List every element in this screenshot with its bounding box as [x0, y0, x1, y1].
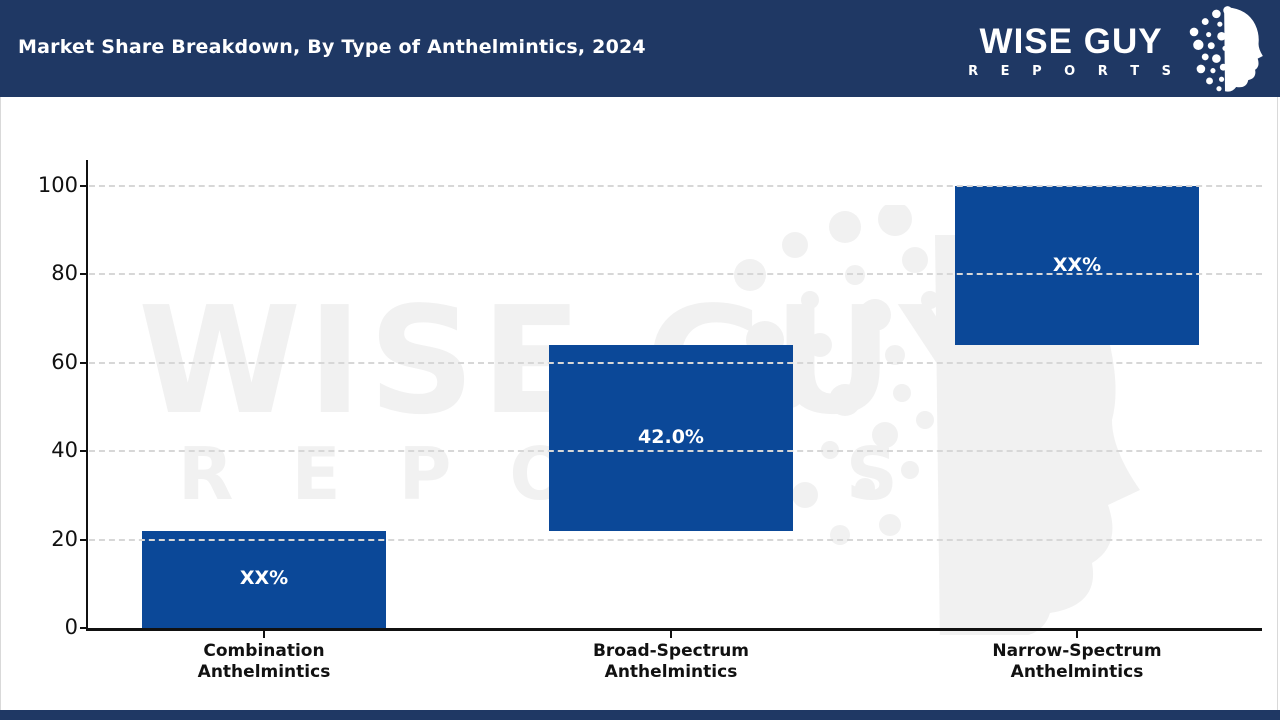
brand-head-icon: [1189, 6, 1263, 92]
page-title: Market Share Breakdown, By Type of Anthe…: [18, 36, 646, 58]
y-tick-mark: [80, 185, 88, 187]
y-tick-mark: [80, 273, 88, 276]
brand-subname: R E P O R T S: [968, 64, 1180, 79]
x-tick-mark: [670, 631, 672, 638]
y-tick-label: 80: [51, 261, 78, 286]
x-tick-mark: [263, 631, 265, 638]
x-tick-label: Broad-Spectrum Anthelmintics: [592, 641, 750, 682]
y-axis-line: [86, 160, 88, 630]
y-tick-label: 40: [51, 438, 78, 463]
y-tick-label: 20: [51, 526, 78, 551]
bar: [549, 345, 793, 531]
x-tick-label: Narrow-Spectrum Anthelmintics: [992, 641, 1162, 682]
grid-line: [89, 538, 1262, 541]
bar-value-label: 42.0%: [638, 425, 704, 448]
x-tick-label: Combination Anthelmintics: [197, 641, 331, 682]
y-tick-mark: [80, 538, 88, 541]
bar: [955, 186, 1199, 346]
brand-logo-text: WISE GUY R E P O R T S: [962, 22, 1180, 79]
grid-line: [89, 361, 1262, 364]
grid-line: [89, 450, 1262, 453]
y-tick-mark: [80, 361, 88, 364]
y-tick-mark: [80, 627, 88, 629]
bar-value-label: XX%: [239, 567, 289, 590]
x-axis-line: [86, 628, 1262, 631]
y-tick-label: 100: [37, 173, 78, 197]
y-tick-label: 0: [64, 615, 78, 639]
bar: [142, 530, 386, 628]
brand-name: WISE GUY: [979, 22, 1163, 61]
header-band: Market Share Breakdown, By Type of Anthe…: [0, 0, 1280, 97]
footer-band: [0, 710, 1280, 720]
bar-value-label: XX%: [1052, 253, 1102, 276]
grid-line: [89, 185, 1262, 187]
y-tick-mark: [80, 450, 88, 453]
y-tick-label: 60: [51, 349, 78, 374]
grid-line: [89, 273, 1262, 276]
x-tick-mark: [1076, 631, 1078, 638]
brand-logo: WISE GUY R E P O R T S: [968, 4, 1268, 94]
